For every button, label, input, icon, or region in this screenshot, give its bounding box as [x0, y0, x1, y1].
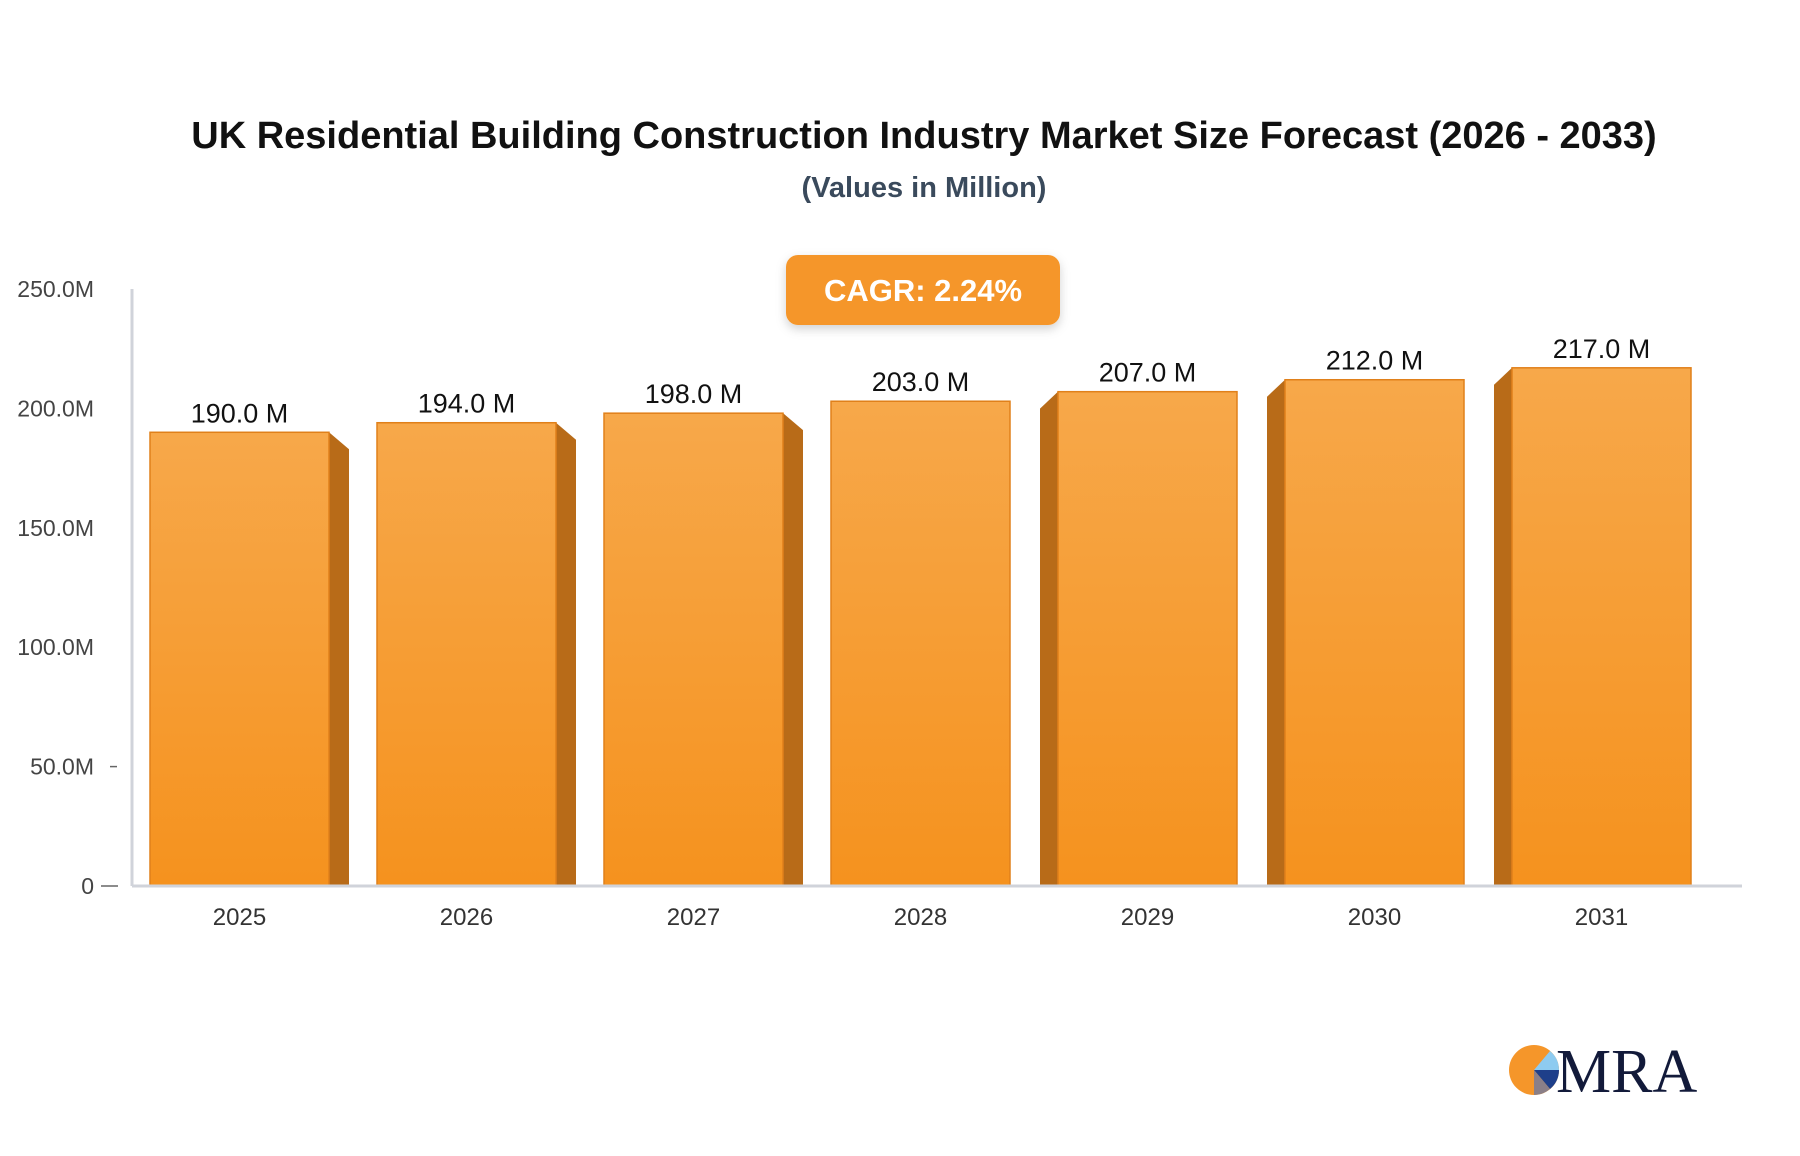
bar-2028: 203.0 M [830, 367, 1011, 887]
x-tick-label: 2029 [1121, 904, 1174, 931]
bar-2027: 198.0 M [603, 379, 803, 887]
y-axis: 0 50.0M 100.0M 150.0M 200.0M 250.0M [17, 276, 134, 899]
mra-logo: MRA [1509, 1038, 1697, 1106]
x-tick-label: 2028 [894, 904, 947, 931]
data-label: 203.0 M [872, 367, 970, 397]
bar [830, 400, 1011, 887]
y-tick-label: 150.0M [17, 515, 94, 541]
chart-title: UK Residential Building Construction Ind… [191, 115, 1656, 157]
x-tick-label: 2027 [667, 904, 720, 931]
x-tick-label: 2025 [213, 904, 266, 931]
chart-subtitle: (Values in Million) [802, 172, 1047, 204]
bar [1511, 367, 1692, 887]
y-tick-label: 50.0M [30, 754, 94, 780]
logo-text: MRA [1556, 1038, 1697, 1106]
bar-side [556, 422, 576, 886]
data-label: 212.0 M [1326, 346, 1424, 376]
bar-side [1040, 391, 1058, 886]
x-tick-label: 2031 [1575, 904, 1628, 931]
bar-2031: 217.0 M [1494, 334, 1692, 887]
x-tick-label: 2026 [440, 904, 493, 931]
bar-side [783, 413, 803, 886]
cagr-label: CAGR: 2.24% [824, 273, 1022, 308]
bar [603, 412, 784, 887]
bars: 190.0 M 194.0 M 198.0 M 203.0 M 207.0 M 212.0… [149, 334, 1692, 887]
x-axis: 2025 2026 2027 2028 2029 2030 2031 [132, 884, 1742, 931]
bar-side [1494, 367, 1512, 887]
bar-2029: 207.0 M [1040, 358, 1238, 887]
data-label: 190.0 M [191, 398, 289, 428]
data-label: 207.0 M [1099, 358, 1197, 388]
bar-side [1267, 379, 1285, 886]
cagr-badge: CAGR: 2.24% [786, 255, 1060, 325]
y-tick-label: 100.0M [17, 634, 94, 660]
y-tick-label: 250.0M [17, 276, 94, 302]
y-tick-label: 200.0M [17, 395, 94, 421]
data-label: 198.0 M [645, 379, 743, 409]
bar-2026: 194.0 M [376, 389, 576, 887]
bar [149, 431, 330, 887]
bar-side [329, 432, 349, 886]
bar-2030: 212.0 M [1267, 346, 1465, 887]
bar [376, 421, 557, 887]
data-label: 217.0 M [1553, 334, 1651, 364]
y-tick-label: 0 [81, 873, 94, 899]
bar-2025: 190.0 M [149, 398, 349, 887]
bar [1057, 390, 1238, 887]
data-label: 194.0 M [418, 389, 516, 419]
bar [1284, 378, 1465, 887]
x-tick-label: 2030 [1348, 904, 1401, 931]
